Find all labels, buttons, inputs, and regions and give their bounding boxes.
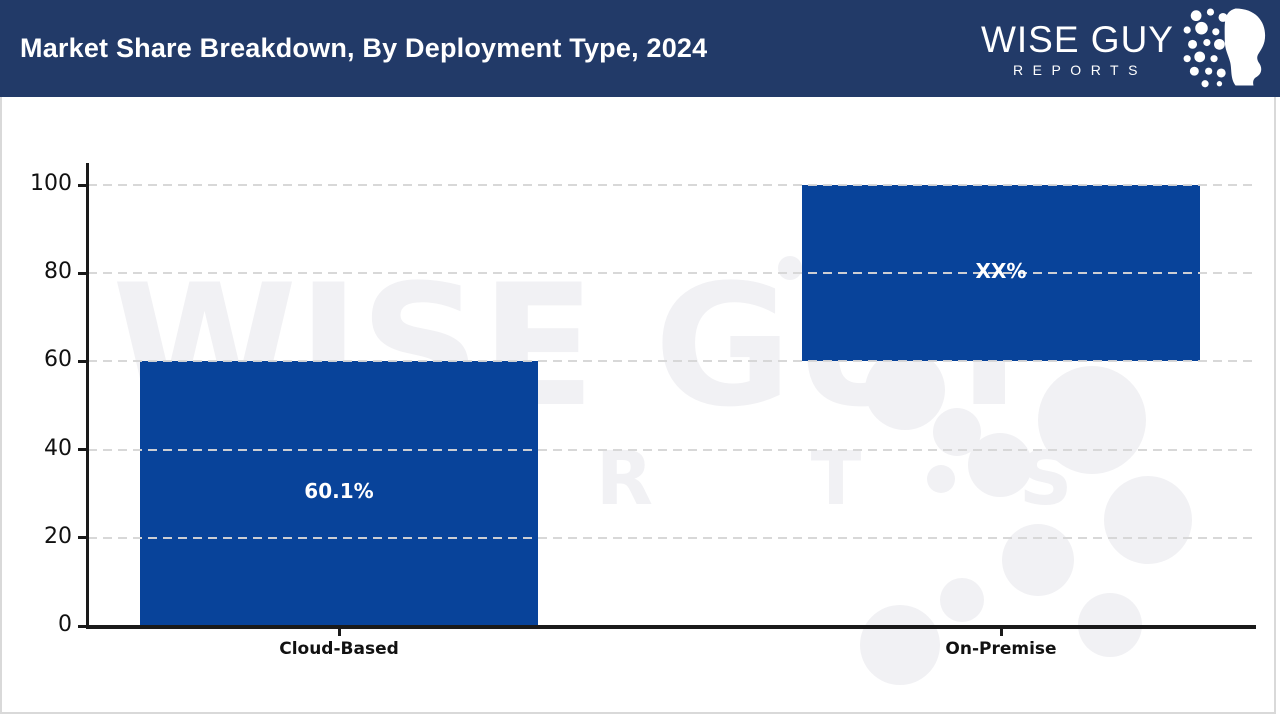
y-tick-mark (78, 624, 86, 628)
watermark-dot (940, 578, 984, 622)
y-tick-mark (78, 359, 86, 363)
y-tick-label: 20 (44, 523, 72, 549)
watermark-dot (927, 465, 955, 493)
gridline (88, 536, 1256, 539)
gridline (88, 360, 1256, 363)
y-tick-label: 100 (30, 171, 72, 196)
category-label: Cloud-Based (279, 639, 399, 659)
y-tick-mark (78, 183, 86, 187)
logo-wiseguy-label: WISE GUY (980, 18, 1174, 60)
bar-value-label: XX% (975, 259, 1027, 284)
x-tick-mark (999, 628, 1003, 636)
header-bar: Market Share Breakdown, By Deployment Ty… (0, 0, 1280, 97)
watermark-dot (865, 350, 945, 430)
x-tick-mark (337, 628, 341, 636)
y-tick-label: 0 (58, 612, 72, 637)
bar-value-label: 60.1% (304, 479, 374, 504)
y-tick-label: 80 (44, 259, 72, 285)
watermark-dot (860, 605, 940, 685)
watermark-dot (1104, 476, 1192, 564)
gridline (88, 184, 1256, 186)
wiseguy-logo: WISE GUY REPORTS (981, 5, 1266, 93)
y-tick-mark (78, 448, 86, 452)
y-axis-line (86, 163, 89, 628)
wiseguy-logo-text: WISE GUY REPORTS (981, 21, 1174, 77)
y-tick-label: 40 (44, 435, 72, 461)
watermark-dot (968, 433, 1032, 497)
x-axis-line (86, 625, 1256, 629)
y-tick-mark (78, 536, 86, 540)
watermark-dot (1002, 524, 1074, 596)
gridline (88, 272, 1256, 275)
watermark-dot (1038, 366, 1146, 474)
wiseguy-head-icon (1180, 5, 1266, 93)
watermark-dot (778, 256, 802, 280)
logo-reports-label: REPORTS (1013, 61, 1147, 78)
chart-bar (140, 360, 538, 626)
page-title: Market Share Breakdown, By Deployment Ty… (20, 33, 708, 63)
y-tick-mark (78, 271, 86, 275)
y-tick-label: 60 (44, 347, 72, 373)
category-label: On-Premise (945, 639, 1057, 659)
gridline (88, 448, 1256, 451)
